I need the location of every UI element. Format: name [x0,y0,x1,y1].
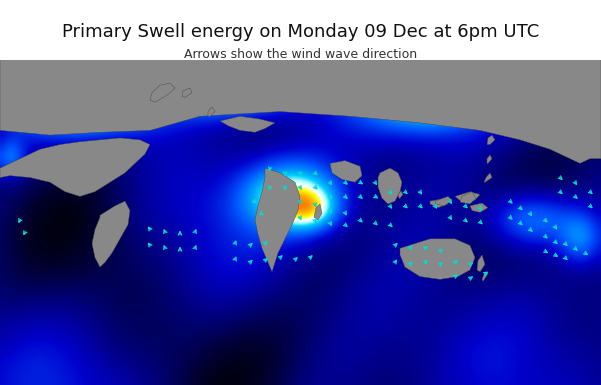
Polygon shape [482,272,488,281]
Text: Arrows show the wind wave direction: Arrows show the wind wave direction [184,48,417,61]
Polygon shape [378,168,402,204]
Polygon shape [400,239,475,280]
Polygon shape [460,192,476,204]
Polygon shape [220,116,275,132]
Polygon shape [398,191,403,198]
Polygon shape [487,155,492,163]
Polygon shape [470,203,488,213]
Polygon shape [150,83,175,102]
Polygon shape [314,204,322,220]
Text: Primary Swell energy on Monday 09 Dec at 6pm UTC: Primary Swell energy on Monday 09 Dec at… [62,23,539,41]
Polygon shape [0,138,150,196]
Polygon shape [430,198,448,208]
Polygon shape [435,196,452,206]
Polygon shape [455,192,480,202]
Polygon shape [255,168,300,272]
Polygon shape [330,161,362,182]
Polygon shape [484,173,492,182]
Polygon shape [487,135,495,144]
Polygon shape [208,107,215,116]
Polygon shape [0,60,601,163]
Polygon shape [92,201,130,267]
Polygon shape [182,88,192,97]
Polygon shape [477,255,485,272]
